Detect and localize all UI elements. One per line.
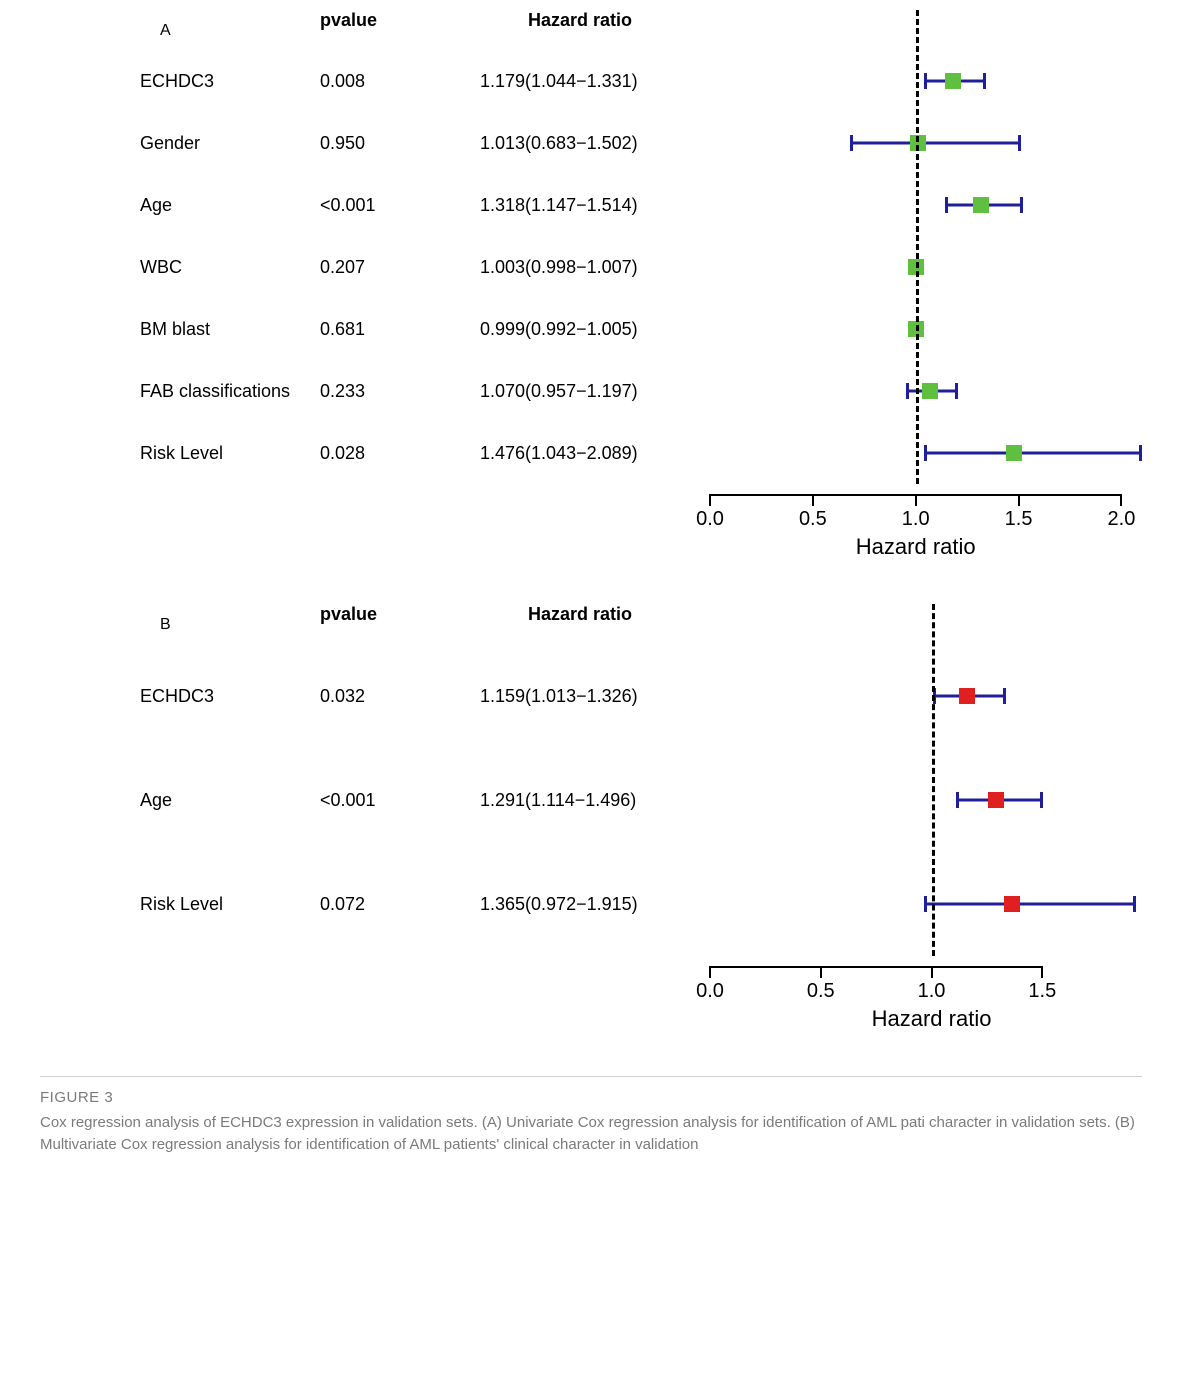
variable-label: Gender (140, 133, 320, 154)
pvalue-cell: 0.032 (320, 686, 450, 707)
variable-label: ECHDC3 (140, 71, 320, 92)
hazard-ratio-cell: 1.070(0.957−1.197) (450, 381, 710, 402)
axis-tick (812, 494, 814, 506)
axis-tick (931, 966, 933, 978)
figure-caption-text: Cox regression analysis of ECHDC3 expres… (40, 1112, 1142, 1156)
pvalue-cell: <0.001 (320, 195, 450, 216)
pvalue-cell: 0.207 (320, 257, 450, 278)
hazard-ratio-cell: 1.003(0.998−1.007) (450, 257, 710, 278)
variable-label: Risk Level (140, 443, 320, 464)
figure-label: FIGURE 3 (40, 1089, 1142, 1106)
pvalue-cell: 0.072 (320, 894, 450, 915)
reference-line-wrap (710, 10, 1142, 484)
pvalue-cell: 0.233 (320, 381, 450, 402)
hazard-ratio-cell: 1.365(0.972−1.915) (450, 894, 710, 915)
pvalue-cell: 0.950 (320, 133, 450, 154)
axis-tick-label: 0.5 (807, 980, 835, 1003)
axis-tick (1120, 494, 1122, 506)
panel-letter: B (160, 616, 171, 634)
variable-label: ECHDC3 (140, 686, 320, 707)
reference-line (916, 10, 919, 484)
hazard-ratio-cell: 1.159(1.013−1.326) (450, 686, 710, 707)
header-pvalue: pvalue (320, 10, 450, 31)
hazard-ratio-cell: 0.999(0.992−1.005) (450, 319, 710, 340)
hazard-ratio-cell: 1.476(1.043−2.089) (450, 443, 710, 464)
forest-plot-panel-B: BpvalueHazard ratioECHDC30.0321.159(1.01… (40, 604, 1142, 1036)
axis-tick-label: 1.0 (902, 508, 930, 531)
axis-tick-label: 2.0 (1108, 508, 1136, 531)
x-axis: 0.00.51.01.52.0Hazard ratio (710, 494, 1142, 554)
x-axis: 0.00.51.01.5Hazard ratio (710, 966, 1142, 1026)
variable-label: Age (140, 790, 320, 811)
axis-title: Hazard ratio (872, 1006, 992, 1032)
axis-tick (820, 966, 822, 978)
axis-tick-label: 0.0 (696, 980, 724, 1003)
reference-line (932, 604, 935, 956)
axis-tick (1018, 494, 1020, 506)
reference-line-wrap (710, 604, 1142, 956)
figure-caption: FIGURE 3 Cox regression analysis of ECHD… (40, 1076, 1142, 1156)
axis-tick (915, 494, 917, 506)
header-hazard-ratio: Hazard ratio (450, 604, 710, 625)
variable-label: BM blast (140, 319, 320, 340)
hazard-ratio-cell: 1.013(0.683−1.502) (450, 133, 710, 154)
hazard-ratio-cell: 1.318(1.147−1.514) (450, 195, 710, 216)
axis-tick-label: 1.0 (918, 980, 946, 1003)
hazard-ratio-cell: 1.179(1.044−1.331) (450, 71, 710, 92)
variable-label: FAB classifications (140, 381, 320, 402)
axis-tick (1041, 966, 1043, 978)
axis-tick-label: 1.5 (1005, 508, 1033, 531)
axis-tick-label: 0.0 (696, 508, 724, 531)
pvalue-cell: 0.028 (320, 443, 450, 464)
axis-tick-label: 0.5 (799, 508, 827, 531)
axis-title: Hazard ratio (856, 534, 976, 560)
axis-row: 0.0 0.5 1.0 1.5 Hazard ratio (40, 956, 1142, 1036)
header-hazard-ratio: Hazard ratio (450, 10, 710, 31)
axis-tick (709, 966, 711, 978)
pvalue-cell: <0.001 (320, 790, 450, 811)
variable-label: WBC (140, 257, 320, 278)
axis-tick (709, 494, 711, 506)
variable-label: Age (140, 195, 320, 216)
axis-line (710, 966, 1042, 968)
header-pvalue: pvalue (320, 604, 450, 625)
pvalue-cell: 0.008 (320, 71, 450, 92)
panel-letter: A (160, 22, 171, 40)
hazard-ratio-cell: 1.291(1.114−1.496) (450, 790, 710, 811)
variable-label: Risk Level (140, 894, 320, 915)
axis-row: 0.0 0.5 1.0 1.5 2.0 Hazard ratio (40, 484, 1142, 564)
axis-tick-label: 1.5 (1028, 980, 1056, 1003)
pvalue-cell: 0.681 (320, 319, 450, 340)
forest-plot-panel-A: ApvalueHazard ratioECHDC30.0081.179(1.04… (40, 10, 1142, 564)
